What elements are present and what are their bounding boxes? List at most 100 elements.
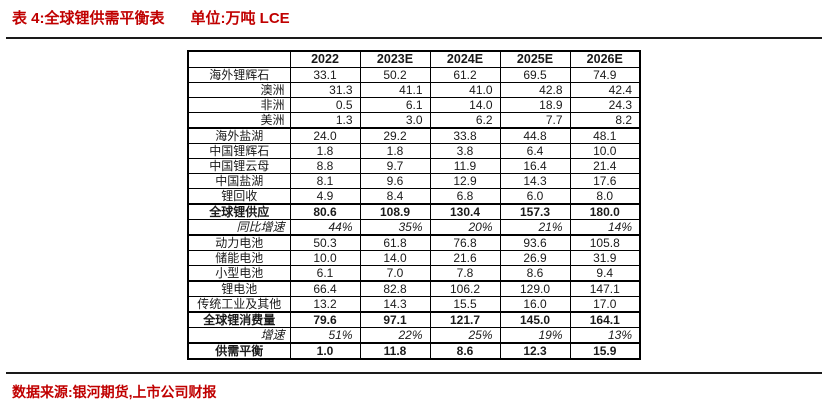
cell-value: 13.2 xyxy=(289,296,361,313)
cell-value: 93.6 xyxy=(499,234,571,251)
cell-value: 105.8 xyxy=(569,234,641,251)
row-label: 锂回收 xyxy=(187,188,291,205)
row-label: 美洲 xyxy=(187,112,291,129)
cell-value: 1.3 xyxy=(289,112,361,129)
table-row: 海外盐湖 24.0 29.2 33.8 44.8 48.1 xyxy=(187,127,641,144)
cell-value: 82.8 xyxy=(359,280,431,297)
table-row: 锂回收 4.9 8.4 6.8 6.0 8.0 xyxy=(187,188,641,205)
cell-value: 42.4 xyxy=(569,82,641,98)
row-label: 同比增速 xyxy=(187,219,291,236)
cell-value: 66.4 xyxy=(289,280,361,297)
cell-value: 8.1 xyxy=(289,173,361,189)
row-label: 供需平衡 xyxy=(187,342,291,360)
cell-value: 9.6 xyxy=(359,173,431,189)
cell-value: 14.0 xyxy=(359,250,431,266)
column-header: 2025E xyxy=(499,50,571,68)
column-header: 2023E xyxy=(359,50,431,68)
row-label: 中国盐湖 xyxy=(187,173,291,189)
cell-value: 7.7 xyxy=(499,112,571,129)
column-header: 2026E xyxy=(569,50,641,68)
cell-value: 11.8 xyxy=(359,342,431,360)
table-row: 锂电池 66.4 82.8 106.2 129.0 147.1 xyxy=(187,280,641,297)
cell-value: 50.2 xyxy=(359,67,431,83)
row-label: 储能电池 xyxy=(187,250,291,266)
table-row: 动力电池 50.3 61.8 76.8 93.6 105.8 xyxy=(187,234,641,251)
cell-value: 97.1 xyxy=(359,311,431,328)
cell-value: 21% xyxy=(499,219,571,236)
row-label: 澳洲 xyxy=(187,82,291,98)
cell-value: 1.8 xyxy=(289,143,361,159)
cell-value: 0.5 xyxy=(289,97,361,113)
cell-value: 26.9 xyxy=(499,250,571,266)
cell-value: 7.0 xyxy=(359,265,431,282)
cell-value: 16.0 xyxy=(499,296,571,313)
cell-value: 130.4 xyxy=(429,203,501,220)
cell-value: 164.1 xyxy=(569,311,641,328)
cell-value: 33.1 xyxy=(289,67,361,83)
cell-value: 3.8 xyxy=(429,143,501,159)
corner-cell xyxy=(187,50,291,68)
row-label: 中国锂辉石 xyxy=(187,143,291,159)
cell-value: 35% xyxy=(359,219,431,236)
row-label: 动力电池 xyxy=(187,234,291,251)
cell-value: 19% xyxy=(499,327,571,344)
cell-value: 11.9 xyxy=(429,158,501,174)
cell-value: 8.6 xyxy=(499,265,571,282)
cell-value: 8.4 xyxy=(359,188,431,205)
table-title: 表 4:全球锂供需平衡表 单位:万吨 LCE xyxy=(12,7,290,28)
cell-value: 24.0 xyxy=(289,127,361,144)
cell-value: 42.8 xyxy=(499,82,571,98)
cell-value: 79.6 xyxy=(289,311,361,328)
cell-value: 41.0 xyxy=(429,82,501,98)
cell-value: 14.3 xyxy=(359,296,431,313)
cell-value: 44.8 xyxy=(499,127,571,144)
cell-value: 6.2 xyxy=(429,112,501,129)
table-row: 储能电池 10.0 14.0 21.6 26.9 31.9 xyxy=(187,250,641,266)
table-row: 澳洲 31.3 41.1 41.0 42.8 42.4 xyxy=(187,82,641,98)
row-label: 非洲 xyxy=(187,97,291,113)
cell-value: 18.9 xyxy=(499,97,571,113)
bottom-divider-line xyxy=(6,372,822,374)
column-header: 2024E xyxy=(429,50,501,68)
cell-value: 129.0 xyxy=(499,280,571,297)
row-label: 全球锂消费量 xyxy=(187,311,291,328)
cell-value: 24.3 xyxy=(569,97,641,113)
cell-value: 33.8 xyxy=(429,127,501,144)
cell-value: 14.3 xyxy=(499,173,571,189)
cell-value: 41.1 xyxy=(359,82,431,98)
cell-value: 29.2 xyxy=(359,127,431,144)
cell-value: 50.3 xyxy=(289,234,361,251)
cell-value: 15.9 xyxy=(569,342,641,360)
cell-value: 69.5 xyxy=(499,67,571,83)
cell-value: 12.9 xyxy=(429,173,501,189)
cell-value: 61.2 xyxy=(429,67,501,83)
table-row: 全球锂消费量 79.6 97.1 121.7 145.0 164.1 xyxy=(187,311,641,328)
cell-value: 6.8 xyxy=(429,188,501,205)
cell-value: 106.2 xyxy=(429,280,501,297)
table-row: 传统工业及其他 13.2 14.3 15.5 16.0 17.0 xyxy=(187,296,641,313)
cell-value: 31.3 xyxy=(289,82,361,98)
table-unit-label: 单位:万吨 LCE xyxy=(190,10,290,27)
cell-value: 8.6 xyxy=(429,342,501,360)
row-label: 中国锂云母 xyxy=(187,158,291,174)
cell-value: 76.8 xyxy=(429,234,501,251)
table-row: 供需平衡 1.0 11.8 8.6 12.3 15.9 xyxy=(187,342,641,360)
cell-value: 16.4 xyxy=(499,158,571,174)
cell-value: 21.4 xyxy=(569,158,641,174)
row-label: 小型电池 xyxy=(187,265,291,282)
table-row: 增速 51% 22% 25% 19% 13% xyxy=(187,327,641,344)
cell-value: 17.6 xyxy=(569,173,641,189)
cell-value: 80.6 xyxy=(289,203,361,220)
row-label: 海外锂辉石 xyxy=(187,67,291,83)
cell-value: 48.1 xyxy=(569,127,641,144)
table-row: 海外锂辉石 33.1 50.2 61.2 69.5 74.9 xyxy=(187,67,641,83)
cell-value: 20% xyxy=(429,219,501,236)
balance-table: 2022 2023E 2024E 2025E 2026E 海外锂辉石 33.1 50.2 61… xyxy=(187,50,641,360)
data-source-note: 数据来源:银河期货,上市公司财报 xyxy=(12,384,217,400)
table-row: 中国锂辉石 1.8 1.8 3.8 6.4 10.0 xyxy=(187,143,641,159)
row-label: 传统工业及其他 xyxy=(187,296,291,313)
table-title-text: 表 4:全球锂供需平衡表 xyxy=(12,10,165,27)
cell-value: 51% xyxy=(289,327,361,344)
top-divider-line xyxy=(6,37,822,39)
cell-value: 6.1 xyxy=(359,97,431,113)
